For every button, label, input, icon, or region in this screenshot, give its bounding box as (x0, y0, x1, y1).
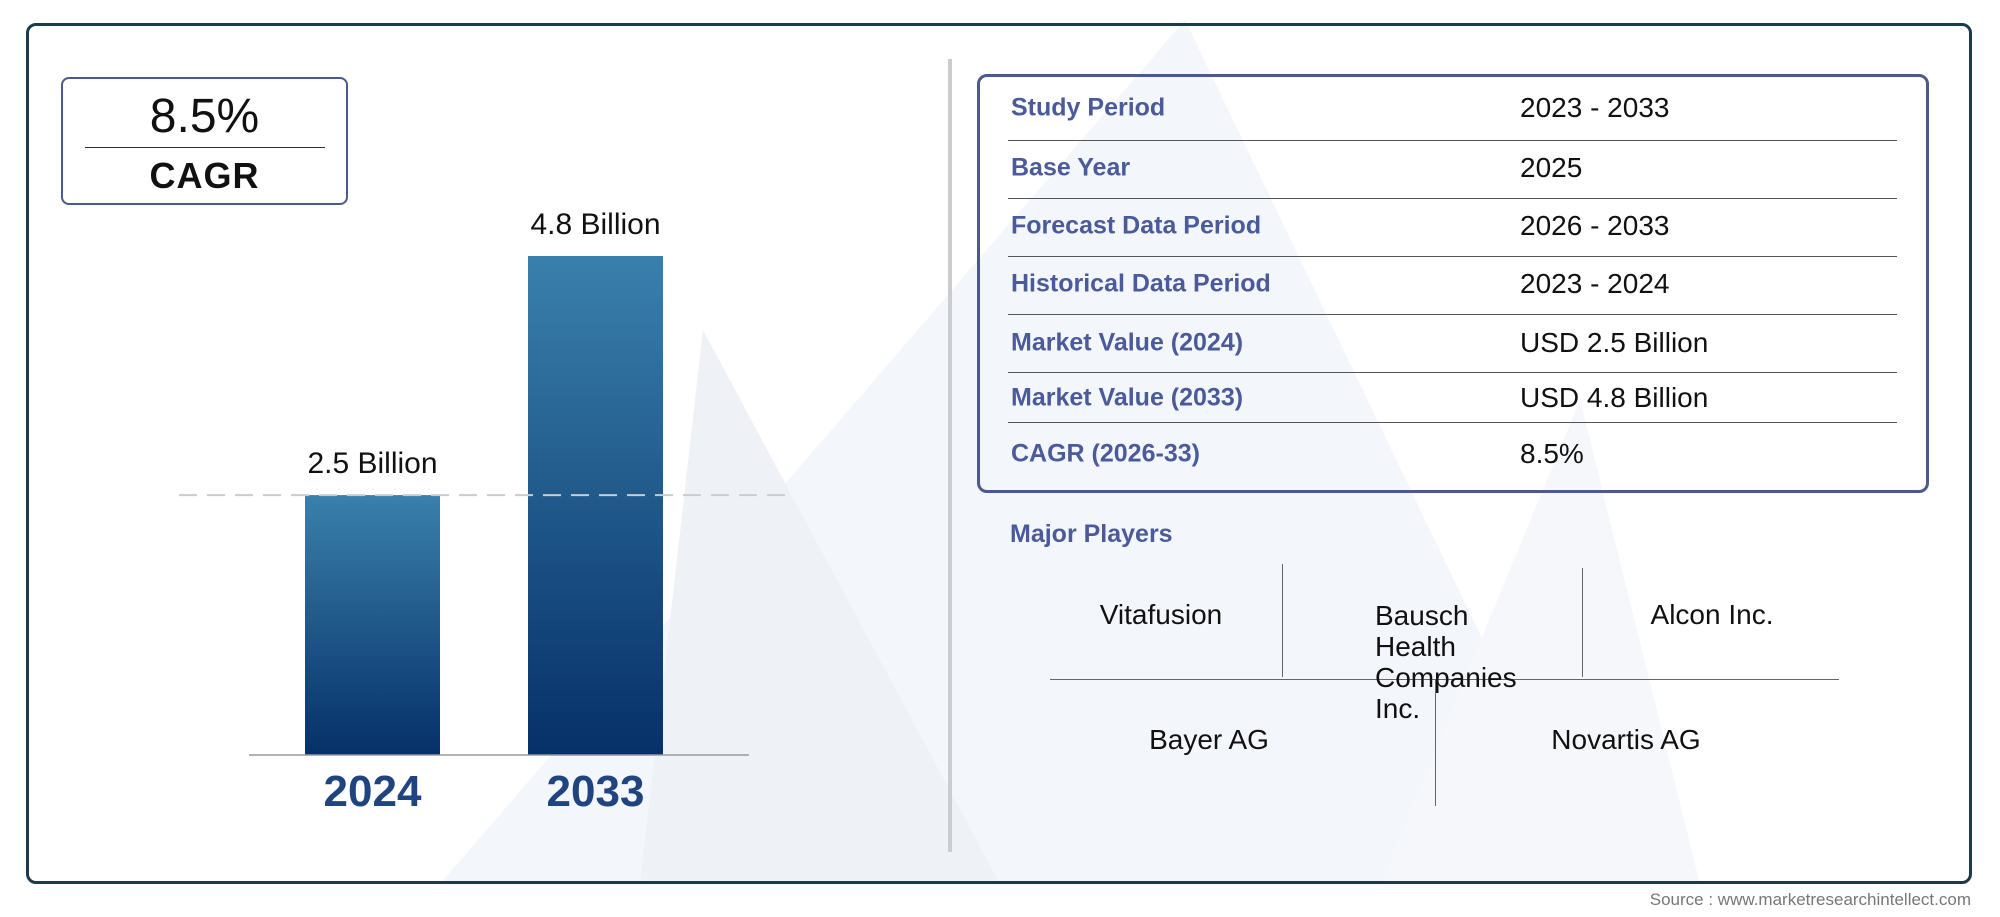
row-divider (1008, 140, 1897, 141)
row-label: CAGR (2026-33) (1011, 439, 1200, 468)
row-label: Historical Data Period (1011, 269, 1271, 298)
vertical-divider (948, 59, 952, 852)
row-value: 2025 (1520, 152, 1583, 183)
row-divider (1008, 198, 1897, 199)
row-divider (1008, 256, 1897, 257)
player-bayer: Bayer AG (1149, 724, 1269, 755)
data-label: 4.8 Billion (530, 208, 661, 241)
players-vline (1582, 568, 1583, 677)
x-tick-label: 2024 (323, 767, 422, 816)
x-tick-label: 2033 (546, 767, 645, 816)
row-label: Market Value (2024) (1011, 328, 1244, 357)
row-label: Study Period (1011, 93, 1166, 122)
row-label: Forecast Data Period (1011, 211, 1262, 240)
cagr-box: 8.5% CAGR (61, 77, 348, 205)
row-value: USD 4.8 Billion (1520, 382, 1709, 413)
row-divider (1008, 422, 1897, 423)
row-value: 2023 - 2024 (1520, 268, 1670, 299)
row-value: USD 2.5 Billion (1520, 327, 1709, 358)
summary-table (977, 74, 1929, 493)
row-value: 2026 - 2033 (1520, 210, 1670, 241)
players-hline (1050, 679, 1839, 680)
bar-2033 (528, 256, 663, 755)
card-frame (26, 23, 1972, 884)
player-vitafusion: Vitafusion (1099, 599, 1223, 630)
row-label: Market Value (2033) (1011, 383, 1244, 412)
bar-chart (179, 256, 787, 756)
row-value: 2023 - 2033 (1520, 92, 1670, 123)
row-label: Base Year (1011, 153, 1131, 182)
divider (85, 147, 325, 148)
row-divider (1008, 372, 1897, 373)
major-players-title: Major Players (1010, 520, 1173, 548)
player-alcon: Alcon Inc. (1650, 599, 1774, 630)
players-vline (1282, 564, 1283, 677)
row-value: 8.5% (1520, 438, 1584, 469)
row-divider (1008, 314, 1897, 315)
source-note: Source : www.marketresearchintellect.com (1649, 890, 1971, 909)
data-label: 2.5 Billion (307, 447, 438, 481)
cagr-value: 8.5% (149, 90, 260, 143)
player-bausch: Bausch Health Companies Inc. (1375, 600, 1517, 724)
players-vline (1435, 679, 1436, 806)
player-novartis: Novartis AG (1551, 724, 1701, 755)
bar-2024 (305, 495, 440, 755)
cagr-label: CAGR (149, 155, 260, 196)
